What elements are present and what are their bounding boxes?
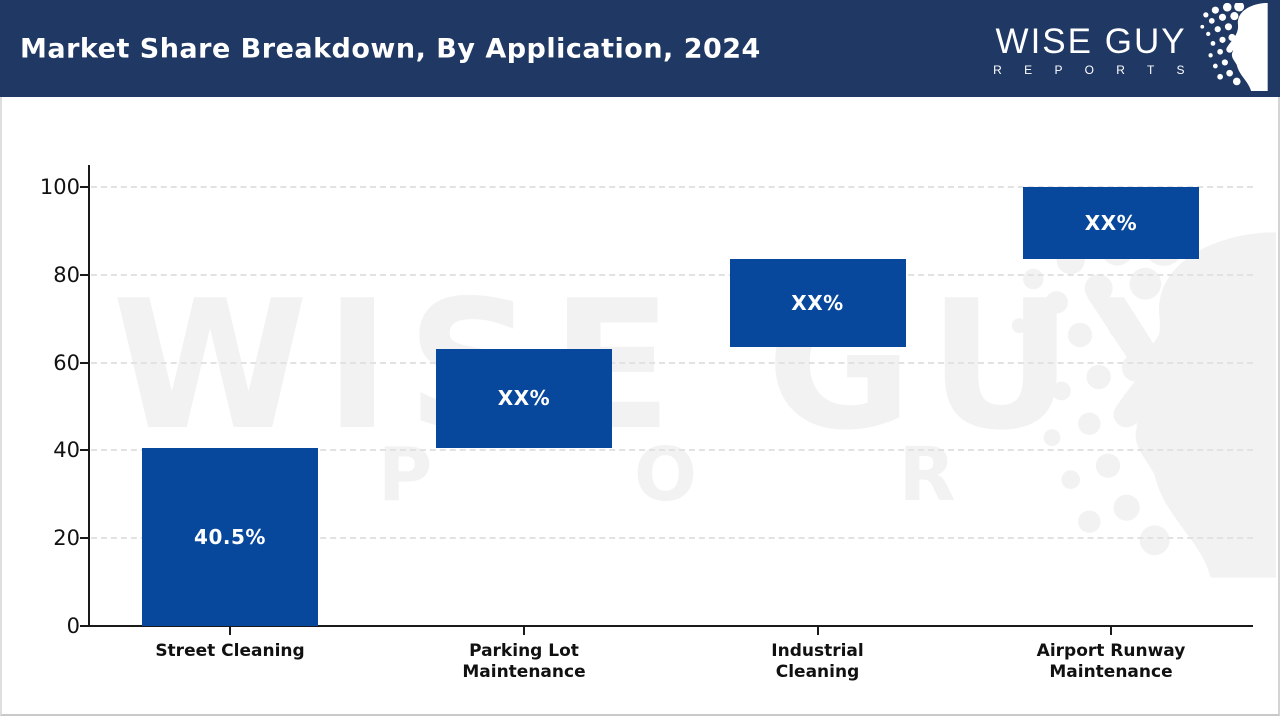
bar-street-cleaning: 40.5% [142, 448, 318, 626]
watermark-wordmark: WISE GUY [112, 262, 1234, 469]
y-tick-mark-60 [80, 361, 88, 364]
x-tick-mark-industrial [816, 627, 819, 635]
y-tick-label-80: 80 [53, 262, 80, 287]
y-tick-label-40: 40 [53, 438, 80, 463]
bar-airport-runway: XX% [1023, 187, 1199, 260]
gridline-40 [91, 449, 1253, 452]
logo-wordmark: WISE GUY [995, 21, 1187, 61]
x-tick-mark-airport-runway [1110, 627, 1112, 635]
logo-text: WISE GUY R E P O R T S [988, 22, 1194, 77]
x-tick-mark-street-cleaning [229, 627, 231, 635]
y-tick-mark-40 [80, 449, 88, 452]
gridline-80 [91, 273, 1253, 276]
y-tick-label-60: 60 [53, 350, 80, 375]
category-label-street-cleaning: Street Cleaning [155, 641, 305, 661]
watermark-face-icon [996, 225, 1276, 589]
content-frame [0, 97, 1280, 716]
y-tick-mark-100 [80, 186, 88, 188]
y-tick-mark-80 [80, 273, 88, 276]
x-tick-mark-parking-lot [523, 627, 525, 635]
bar-value-label-airport-runway: XX% [1084, 211, 1138, 236]
bar-value-label-industrial: XX% [791, 291, 844, 316]
bar-parking-lot: XX% [436, 348, 612, 449]
waterfall-chart: 0 20 40 60 80 100 40.5% Street Cleaning XX% Parki… [0, 97, 1280, 720]
category-label-airport-runway: Airport Runway Maintenance [1036, 641, 1186, 683]
category-label-industrial: Industrial Cleaning [771, 641, 864, 683]
category-label-parking-lot: Parking Lot Maintenance [462, 641, 586, 683]
wise-guy-reports-logo: WISE GUY R E P O R T S [988, 1, 1268, 95]
y-axis [88, 165, 90, 626]
bar-industrial: XX% [729, 259, 906, 348]
bar-value-label-parking-lot: XX% [497, 386, 551, 411]
bar-value-label-street-cleaning: 40.5% [194, 525, 266, 550]
x-axis [88, 625, 1253, 627]
header-bar: Market Share Breakdown, By Application, … [0, 0, 1280, 97]
y-tick-label-0: 0 [66, 614, 80, 638]
logo-subtitle: R E P O R T S [993, 62, 1194, 77]
y-tick-mark-20 [80, 537, 88, 540]
y-tick-label-100: 100 [39, 175, 80, 199]
dotted-face-logo-icon [1196, 1, 1268, 95]
y-tick-mark-0 [80, 625, 88, 627]
y-tick-label-20: 20 [53, 526, 80, 551]
gridline-60 [91, 361, 1253, 364]
page-title: Market Share Breakdown, By Application, … [20, 33, 761, 64]
gridline-100 [91, 186, 1253, 188]
gridline-20 [91, 537, 1253, 540]
